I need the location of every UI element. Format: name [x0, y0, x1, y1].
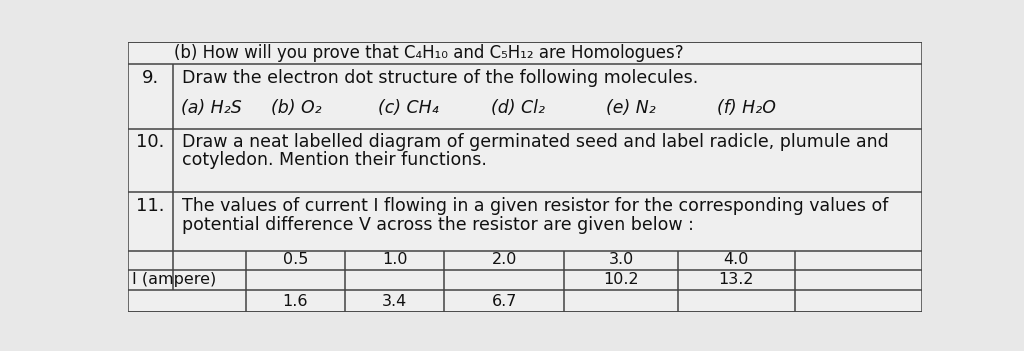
Text: cotyledon. Mention their functions.: cotyledon. Mention their functions. — [182, 151, 487, 169]
Text: (f) H₂O: (f) H₂O — [717, 99, 776, 117]
Text: (e) N₂: (e) N₂ — [606, 99, 656, 117]
Text: 6.7: 6.7 — [492, 294, 517, 309]
Text: 3.4: 3.4 — [382, 294, 408, 309]
Text: The values of current I flowing in a given resistor for the corresponding values: The values of current I flowing in a giv… — [182, 197, 889, 215]
Text: 9.: 9. — [142, 69, 159, 87]
Text: Draw the electron dot structure of the following molecules.: Draw the electron dot structure of the f… — [182, 69, 698, 87]
Text: 1.6: 1.6 — [283, 294, 308, 309]
Text: 13.2: 13.2 — [719, 272, 754, 287]
Bar — [128, 270, 922, 290]
Text: (a) H₂S: (a) H₂S — [180, 99, 242, 117]
Text: 2.0: 2.0 — [492, 252, 517, 267]
Bar — [128, 192, 922, 251]
Bar — [128, 64, 922, 129]
Text: 10.: 10. — [136, 133, 165, 151]
Text: 11.: 11. — [136, 197, 165, 215]
Text: 3.0: 3.0 — [608, 252, 634, 267]
Text: (c) CH₄: (c) CH₄ — [378, 99, 439, 117]
Text: Draw a neat labelled diagram of germinated seed and label radicle, plumule and: Draw a neat labelled diagram of germinat… — [182, 133, 889, 151]
Text: 0.5: 0.5 — [283, 252, 308, 267]
Text: 4.0: 4.0 — [724, 252, 750, 267]
Text: (b) O₂: (b) O₂ — [271, 99, 322, 117]
Text: (d) Cl₂: (d) Cl₂ — [490, 99, 545, 117]
Text: 10.2: 10.2 — [603, 272, 639, 287]
Bar — [128, 290, 922, 312]
Text: (b) How will you prove that C₄H₁₀ and C₅H₁₂ are Homologues?: (b) How will you prove that C₄H₁₀ and C₅… — [174, 44, 684, 62]
Text: I (ampere): I (ampere) — [132, 272, 216, 287]
Bar — [128, 129, 922, 192]
Text: 1.0: 1.0 — [382, 252, 408, 267]
Text: potential difference V across the resistor are given below :: potential difference V across the resist… — [182, 216, 694, 234]
Bar — [128, 42, 922, 64]
Bar — [128, 251, 922, 270]
